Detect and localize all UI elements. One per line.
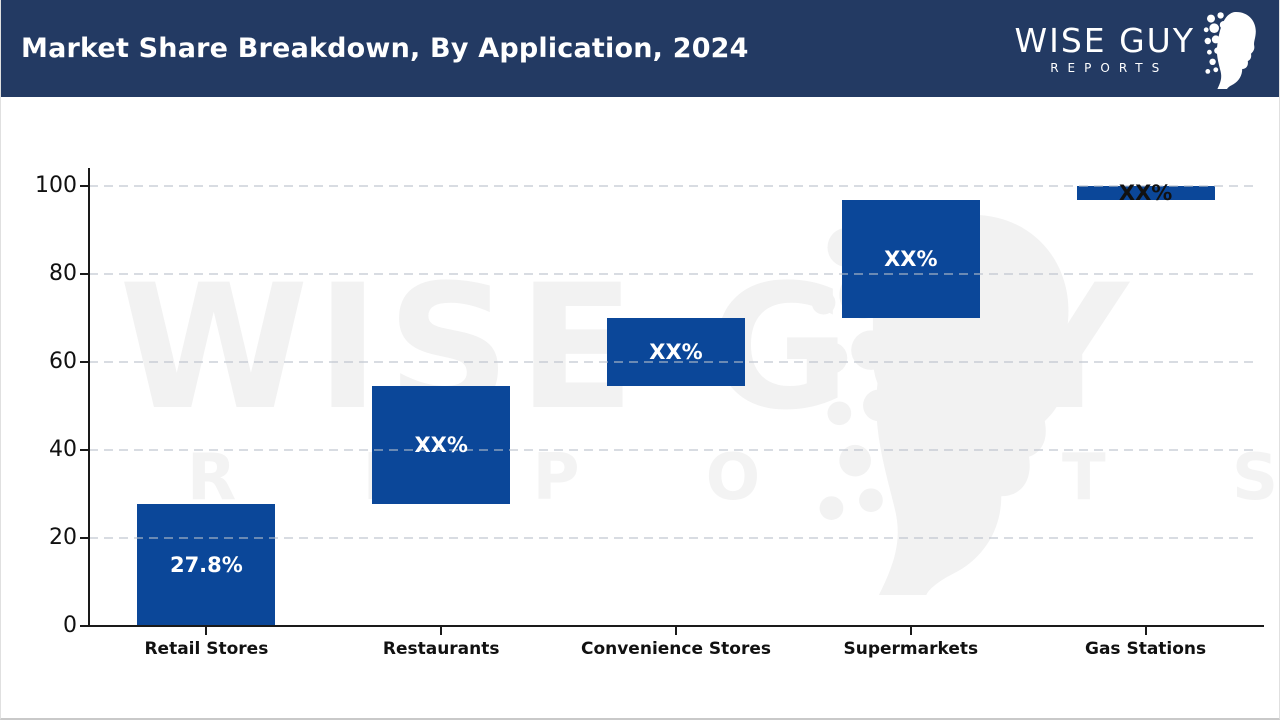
x-tick-mark <box>675 627 677 635</box>
y-tick-mark <box>80 537 88 539</box>
y-tick-label: 80 <box>49 261 77 286</box>
x-category-label: Retail Stores <box>144 639 269 659</box>
bar-convenience-stores <box>607 318 745 386</box>
bar-value-label: XX% <box>884 247 938 272</box>
watermark-subtitle: R E P O R T S <box>187 441 1280 515</box>
x-tick-mark <box>205 627 208 635</box>
y-tick-label: 40 <box>49 437 77 462</box>
bar-restaurants <box>372 385 511 504</box>
header-bar: Market Share Breakdown, By Application, … <box>1 0 1279 97</box>
x-tick-mark <box>909 627 912 635</box>
y-tick-mark <box>80 625 88 627</box>
x-tick-mark <box>440 627 443 635</box>
bar-value-label: 27.8% <box>169 552 243 577</box>
y-tick-label: 60 <box>49 349 77 374</box>
gridline-20 <box>89 537 1259 539</box>
face-profile-dots-icon <box>1203 11 1256 89</box>
bar-retail-stores <box>137 503 276 626</box>
x-category-label: Supermarkets <box>843 639 979 659</box>
y-tick-mark <box>80 361 88 363</box>
y-axis-spine <box>88 168 90 627</box>
x-category-label: Gas Stations <box>1085 639 1207 659</box>
logo-text: WISE GUY REPORTS <box>1014 24 1195 74</box>
wiseguy-logo: WISE GUY REPORTS <box>1014 9 1263 89</box>
gridline-60 <box>89 361 1259 363</box>
page-title: Market Share Breakdown, By Application, … <box>21 33 749 64</box>
x-tick-mark <box>1144 627 1147 635</box>
y-tick-mark <box>80 449 88 451</box>
logo-subtitle: REPORTS <box>1050 60 1169 75</box>
y-tick-label: 0 <box>63 613 77 638</box>
gridline-100 <box>89 185 1259 187</box>
bar-value-label: XX% <box>1118 181 1173 206</box>
x-category-label: Convenience Stores <box>580 639 772 659</box>
logo-wordmark: WISE GUY <box>1014 20 1195 60</box>
y-tick-label: 20 <box>49 525 77 550</box>
bar-value-label: XX% <box>414 432 468 457</box>
gridline-80 <box>89 273 1259 275</box>
y-tick-mark <box>80 185 88 187</box>
bar-gas-stations <box>1076 186 1215 201</box>
x-axis-spine <box>88 625 1264 627</box>
y-tick-mark <box>80 273 88 275</box>
bar-value-label: XX% <box>649 339 703 364</box>
y-tick-label: 100 <box>35 173 77 198</box>
x-category-label: Restaurants <box>382 639 500 659</box>
gridline-40 <box>89 449 1259 451</box>
